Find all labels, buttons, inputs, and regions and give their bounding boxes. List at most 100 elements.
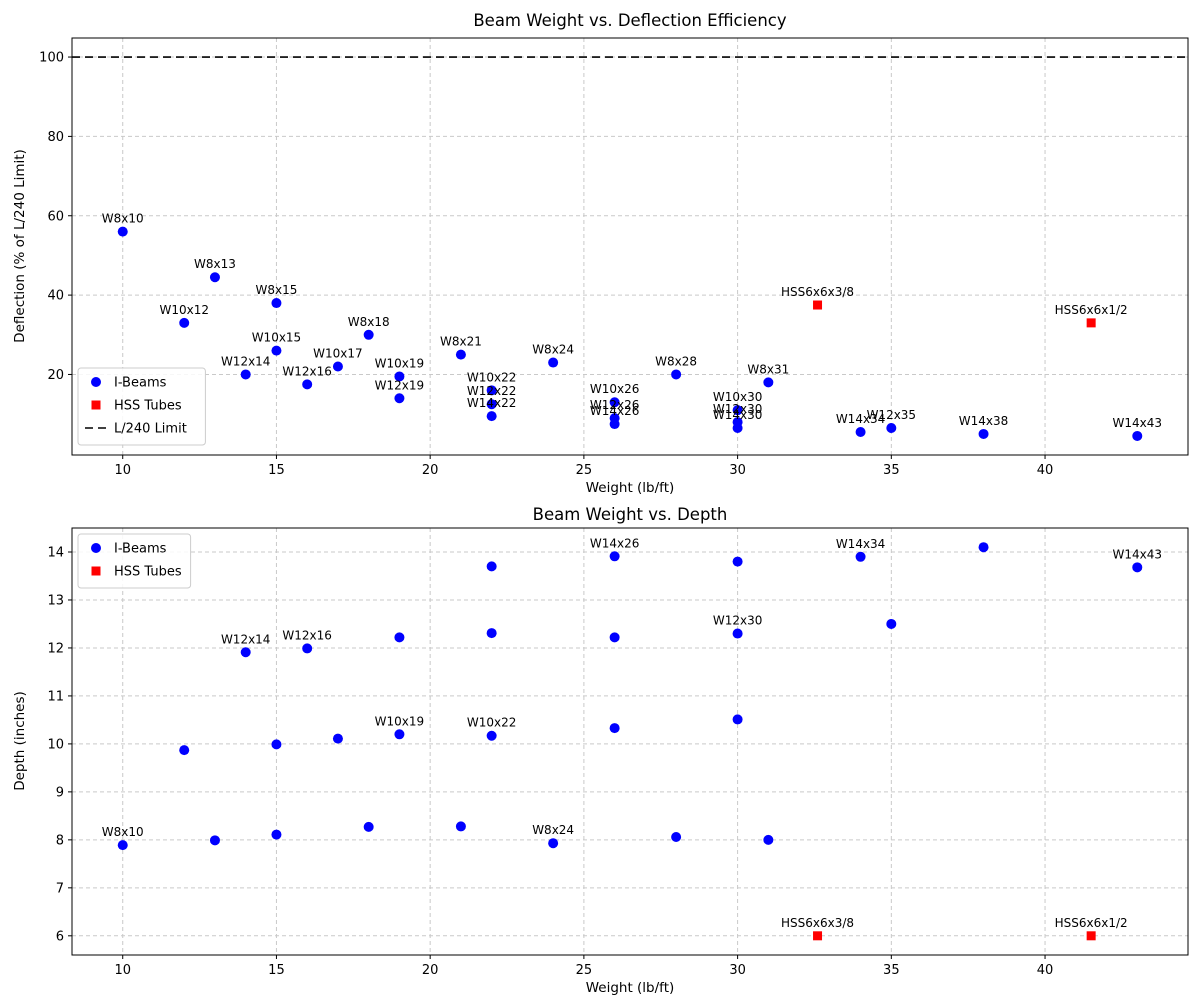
data-point: [486, 385, 497, 396]
data-point: [548, 838, 559, 849]
legend-label: I-Beams: [114, 376, 167, 391]
legend: [77, 533, 192, 589]
x-tick-label: 10: [114, 963, 131, 978]
y-tick-label: 8: [56, 833, 64, 848]
x-axis-label: Weight (lb/ft): [586, 980, 675, 996]
legend-marker-circle: [91, 377, 101, 387]
x-tick-label: 15: [268, 463, 285, 478]
data-point: [671, 831, 682, 842]
data-point: [455, 349, 466, 360]
y-tick-label: 40: [47, 289, 64, 304]
data-point: [271, 739, 282, 750]
chart-depth: W8x10 W12x14 W12x16 W10x19 W10x22 W8x24 W14x26…: [0, 500, 1200, 1000]
point-label: HSS6x6x1/2: [1055, 303, 1128, 317]
depth-plot: W8x10 W12x14 W12x16 W10x19 W10x22 W8x24 W14x26…: [12, 505, 1189, 996]
point-label: W10x12: [159, 303, 209, 317]
point-label: W8x18: [348, 315, 390, 329]
data-point: [332, 733, 343, 744]
data-point: [363, 821, 374, 832]
point-label: W12x19: [375, 378, 425, 392]
point-label: W10x15: [252, 331, 302, 345]
point-label: W14x26: [590, 404, 640, 418]
data-point: [1132, 430, 1143, 441]
legend-label: I-Beams: [114, 542, 167, 557]
data-point: [609, 397, 620, 408]
data-point: [394, 393, 405, 404]
point-label: W14x34: [836, 412, 886, 426]
y-tick-label: 13: [47, 593, 64, 608]
data-point: [271, 298, 282, 309]
chart-title: Beam Weight vs. Depth: [533, 505, 728, 524]
x-axis-label: Weight (lb/ft): [586, 480, 675, 496]
data-point: [813, 931, 823, 941]
axes-frame: [71, 527, 1189, 956]
point-label: W12x16: [282, 628, 332, 642]
point-label: W8x10: [102, 825, 144, 839]
data-point: [179, 745, 190, 756]
point-label: W10x17: [313, 347, 363, 361]
data-point: [609, 551, 620, 562]
data-point: [394, 371, 405, 382]
data-point: [732, 423, 743, 434]
data-point: [302, 643, 313, 654]
x-tick-label: 30: [729, 463, 746, 478]
data-point: [886, 618, 897, 629]
point-label: W14x38: [959, 414, 1009, 428]
point-label: W8x31: [747, 362, 789, 376]
data-point: [763, 834, 774, 845]
point-label: W10x22: [467, 370, 517, 384]
x-tick-label: 30: [729, 963, 746, 978]
y-tick-label: 100: [39, 51, 64, 66]
data-point: [271, 829, 282, 840]
data-point: [486, 411, 497, 422]
legend: [77, 367, 206, 446]
y-tick-label: 10: [47, 737, 64, 752]
point-label: W10x22: [467, 716, 517, 730]
data-point: [732, 556, 743, 567]
data-point: [732, 714, 743, 725]
y-axis-label: Deflection (% of L/240 Limit): [12, 149, 28, 343]
x-tick-label: 25: [576, 963, 593, 978]
point-label: W10x26: [590, 382, 640, 396]
point-label: W12x30: [713, 402, 763, 416]
x-tick-label: 35: [883, 463, 900, 478]
legend-label: HSS Tubes: [114, 565, 182, 580]
chart-title: Beam Weight vs. Deflection Efficiency: [473, 11, 787, 30]
data-point: [209, 835, 220, 846]
data-point: [609, 723, 620, 734]
y-tick-label: 12: [47, 641, 64, 656]
deflection-plot: W8x10 W10x12 W8x13 W12x14 W8x15 W10x15 W12x16 W…: [12, 11, 1189, 496]
data-point: [732, 628, 743, 639]
point-label: W12x35: [867, 408, 917, 422]
data-point: [363, 329, 374, 340]
data-point: [240, 647, 251, 658]
data-point: [813, 300, 823, 310]
point-label: W8x13: [194, 257, 236, 271]
point-label: W14x22: [467, 396, 517, 410]
data-point: [609, 632, 620, 643]
data-point: [486, 561, 497, 572]
data-point: [763, 377, 774, 388]
y-tick-label: 11: [47, 689, 64, 704]
legend-marker-circle: [91, 543, 101, 553]
point-label: W14x26: [590, 536, 640, 550]
point-label: W10x30: [713, 390, 763, 404]
data-point: [117, 840, 128, 851]
y-axis-label: Depth (inches): [12, 691, 28, 791]
x-tick-label: 25: [576, 463, 593, 478]
y-tick-label: 20: [47, 368, 64, 383]
data-point: [394, 632, 405, 643]
point-label: W10x19: [375, 356, 425, 370]
data-point: [179, 317, 190, 328]
point-label: W10x19: [375, 714, 425, 728]
point-label: W12x26: [590, 398, 640, 412]
legend-label: L/240 Limit: [114, 422, 187, 437]
point-label: W12x30: [713, 614, 763, 628]
point-label: W12x16: [282, 364, 332, 378]
data-point: [394, 729, 405, 740]
data-point: [332, 361, 343, 372]
point-label: HSS6x6x1/2: [1055, 916, 1128, 930]
point-label: W8x10: [102, 212, 144, 226]
data-point: [117, 226, 128, 237]
